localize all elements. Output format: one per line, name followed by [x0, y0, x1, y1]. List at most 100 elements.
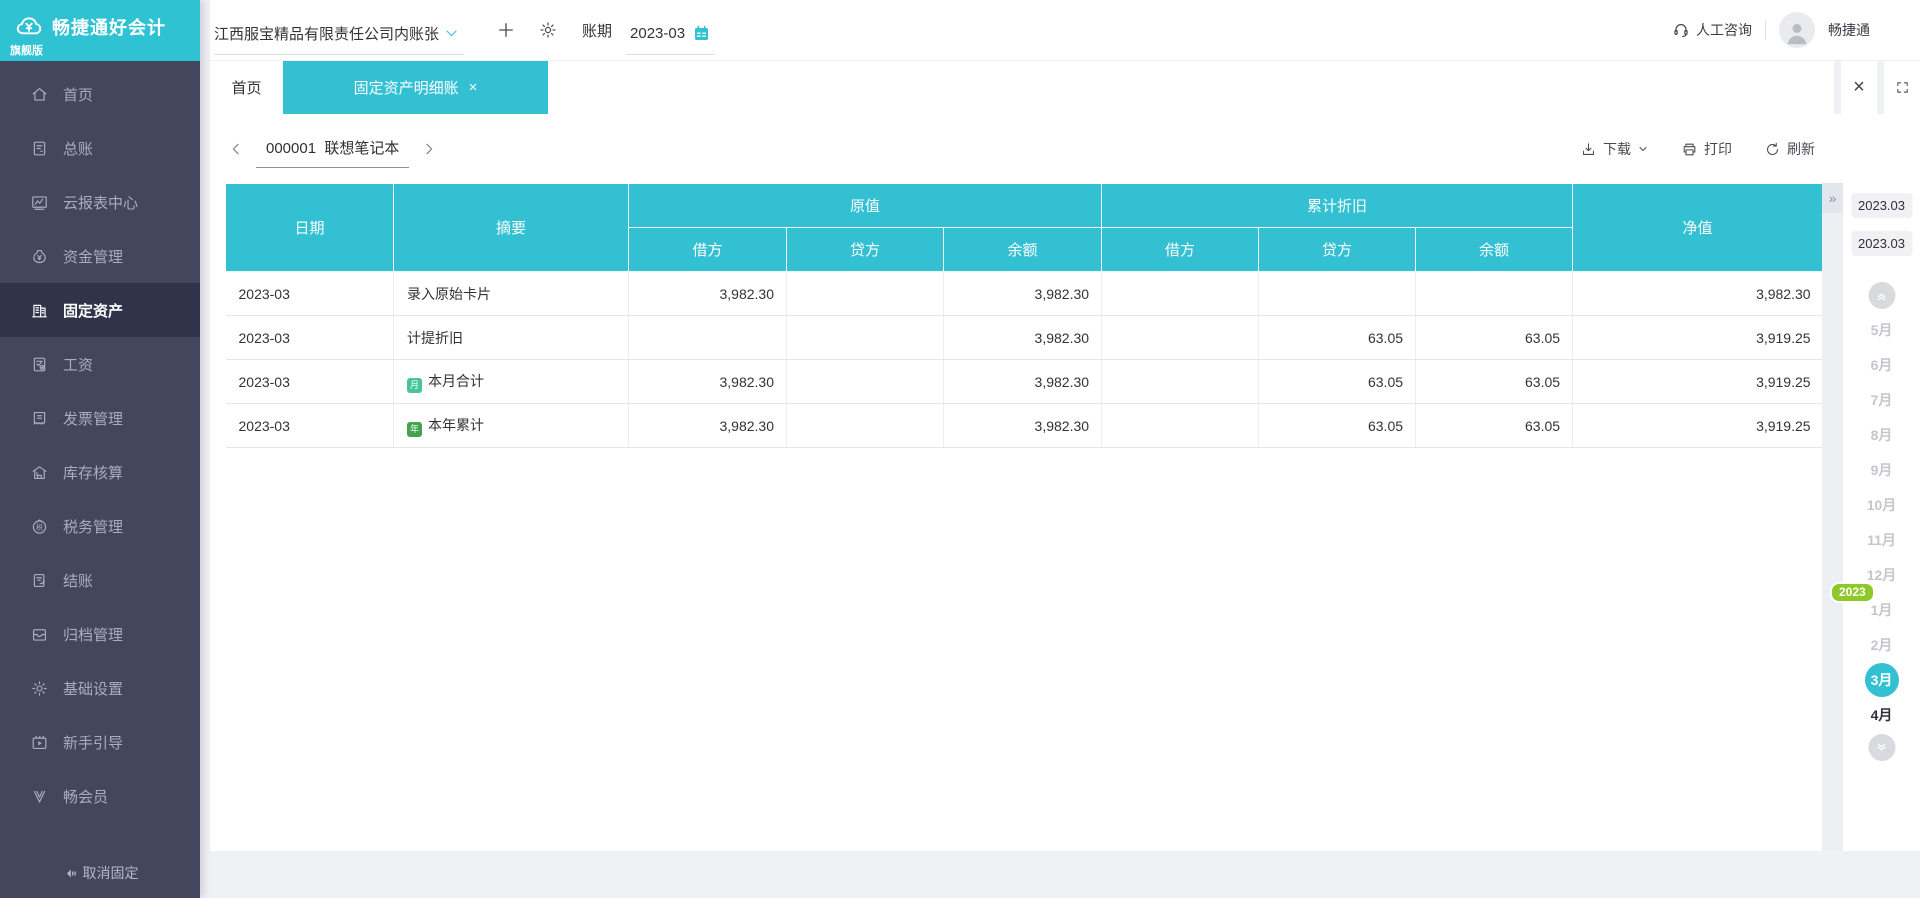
month-item-2月[interactable]: 2月 [1870, 636, 1893, 653]
sidebar-item-label: 云报表中心 [63, 194, 139, 212]
sidebar-item-guide[interactable]: 新手引导 [0, 715, 200, 769]
month-item-1月[interactable]: 1月 [1870, 601, 1893, 618]
svg-text:税: 税 [36, 522, 43, 531]
sidebar-item-closing[interactable]: 结账 [0, 553, 200, 607]
cell-dep-credit [1258, 271, 1417, 316]
cell-ov-balance: 3,982.30 [943, 359, 1103, 404]
fullscreen-button[interactable] [1884, 61, 1920, 114]
sidebar-item-invoice[interactable]: 发票管理 [0, 391, 200, 445]
sidebar-item-label: 资金管理 [63, 248, 124, 266]
header-original-value: 原值 [627, 183, 1103, 228]
table-row[interactable]: 2023-03 年本年累计 3,982.30 3,982.30 63.05 63.05 3,… [225, 403, 1823, 448]
tab-home[interactable]: 首页 [210, 61, 283, 114]
fixed-assets-icon [30, 301, 49, 320]
header-summary: 摘要 [393, 183, 629, 272]
month-item-7月[interactable]: 7月 [1870, 391, 1893, 408]
download-label: 下载 [1603, 141, 1631, 157]
sidebar-item-ledger[interactable]: 总账 [0, 121, 200, 175]
header-dep-debit: 借方 [1101, 227, 1260, 272]
month-item-8月[interactable]: 8月 [1870, 426, 1893, 443]
sidebar-item-tax[interactable]: 税 税务管理 [0, 499, 200, 553]
add-account-button[interactable] [496, 20, 516, 40]
cell-ov-balance: 3,982.30 [943, 315, 1103, 360]
month-item-6月[interactable]: 6月 [1870, 356, 1893, 373]
cell-dep-credit: 63.05 [1258, 315, 1417, 360]
app-logo[interactable]: 畅捷通好会计 旗舰版 [0, 0, 200, 61]
cell-dep-balance: 63.05 [1415, 315, 1574, 360]
cell-date: 2023-03 [225, 403, 394, 448]
scroll-months-up-button[interactable] [1868, 282, 1895, 309]
asset-select-field[interactable]: 000001 联想笔记本 [256, 131, 410, 168]
cell-date: 2023-03 [225, 271, 394, 316]
table-row[interactable]: 2023-03 录入原始卡片 3,982.30 3,982.30 3,982.30 [225, 271, 1823, 316]
calendar-icon [692, 24, 711, 43]
cell-ov-credit [786, 271, 944, 316]
download-button[interactable]: 下载 [1580, 139, 1649, 159]
settings-icon [30, 679, 49, 698]
month-item-11月[interactable]: 11月 [1867, 531, 1896, 548]
scroll-months-down-button[interactable] [1868, 734, 1895, 761]
sidebar-item-label: 税务管理 [63, 518, 124, 536]
previous-asset-icon[interactable] [228, 141, 244, 157]
sidebar: 畅捷通好会计 旗舰版 首页 总账 云报表中心 资金管理 固定资产 工资 发票管理 库存核算税税… [0, 0, 200, 898]
month-item-3月[interactable]: 3月 [1843, 662, 1920, 697]
funds-icon [30, 247, 49, 266]
caret-down-icon [1637, 143, 1649, 155]
unpin-sidebar-button[interactable]: 取消固定 [0, 856, 200, 890]
period-panel-rail: » [1822, 183, 1843, 851]
sidebar-item-funds[interactable]: 资金管理 [0, 229, 200, 283]
company-selector[interactable]: 江西服宝精品有限责任公司内账张 [214, 13, 464, 55]
username[interactable]: 畅捷通 [1828, 22, 1870, 38]
cell-summary: 年本年累计 [393, 403, 629, 448]
user-avatar[interactable] [1779, 12, 1815, 48]
month-item-10月[interactable]: 10月 [1866, 496, 1897, 513]
sidebar-item-archive[interactable]: 归档管理 [0, 607, 200, 661]
header-accumulated-depreciation: 累计折旧 [1101, 183, 1574, 228]
home-icon [30, 85, 49, 104]
next-asset-icon[interactable] [421, 141, 437, 157]
table-row[interactable]: 2023-03 计提折旧 3,982.30 63.05 63.05 3,919.25 [225, 315, 1823, 360]
cell-dep-balance [1415, 271, 1574, 316]
period-selector[interactable]: 2023-03 [626, 13, 716, 55]
cell-dep-balance: 63.05 [1415, 403, 1574, 448]
period-label: 账期 [582, 22, 613, 40]
sidebar-item-member[interactable]: 畅会员 [0, 769, 200, 823]
sidebar-item-label: 发票管理 [63, 410, 124, 428]
closing-icon [30, 571, 49, 590]
cell-dep-credit: 63.05 [1258, 403, 1417, 448]
tab-fixed-asset-ledger[interactable]: 固定资产明细账 × [283, 61, 548, 114]
sidebar-item-label: 畅会员 [63, 788, 109, 806]
selected-period-pill[interactable]: 2023.03 [1851, 231, 1912, 256]
account-settings-icon[interactable] [538, 20, 558, 40]
sidebar-item-inventory[interactable]: 库存核算 [0, 445, 200, 499]
print-button[interactable]: 打印 [1681, 139, 1732, 159]
refresh-icon [1764, 141, 1781, 158]
fixed-asset-ledger-table: 日期 摘要 原值 累计折旧 净值 借方 贷方 余额 借方 贷方 余额 2023-… [225, 183, 1824, 448]
sidebar-item-home[interactable]: 首页 [0, 67, 200, 121]
sidebar-item-cloud-report[interactable]: 云报表中心 [0, 175, 200, 229]
tax-icon: 税 [30, 517, 49, 536]
fullscreen-icon [1895, 80, 1910, 95]
table-row[interactable]: 2023-03 月本月合计 3,982.30 3,982.30 63.05 63.05 3,… [225, 359, 1823, 404]
support-button[interactable]: 人工咨询 [1672, 20, 1752, 40]
cloud-accounting-logo-icon [14, 12, 44, 42]
header-dep-credit: 贷方 [1258, 227, 1417, 272]
cell-dep-debit [1101, 271, 1260, 316]
month-item-4月[interactable]: 4月 [1870, 706, 1893, 723]
close-all-tabs-button[interactable]: × [1841, 61, 1877, 114]
month-item-5月[interactable]: 5月 [1870, 321, 1893, 338]
current-period-pill[interactable]: 2023.03 [1851, 193, 1912, 218]
tab-close-icon[interactable]: × [468, 79, 478, 96]
collapse-period-panel-button[interactable]: » [1822, 183, 1843, 213]
year-summary-icon: 年 [407, 421, 422, 437]
month-item-12月[interactable]: 12月 [1866, 566, 1897, 583]
refresh-button[interactable]: 刷新 [1764, 139, 1815, 159]
inventory-icon [30, 463, 49, 482]
sidebar-item-label: 库存核算 [63, 464, 124, 482]
month-item-9月[interactable]: 9月 [1870, 461, 1893, 478]
sidebar-item-label: 首页 [63, 86, 94, 104]
sidebar-item-fixed-assets[interactable]: 固定资产 [0, 283, 200, 337]
sidebar-item-settings[interactable]: 基础设置 [0, 661, 200, 715]
sidebar-item-salary[interactable]: 工资 [0, 337, 200, 391]
